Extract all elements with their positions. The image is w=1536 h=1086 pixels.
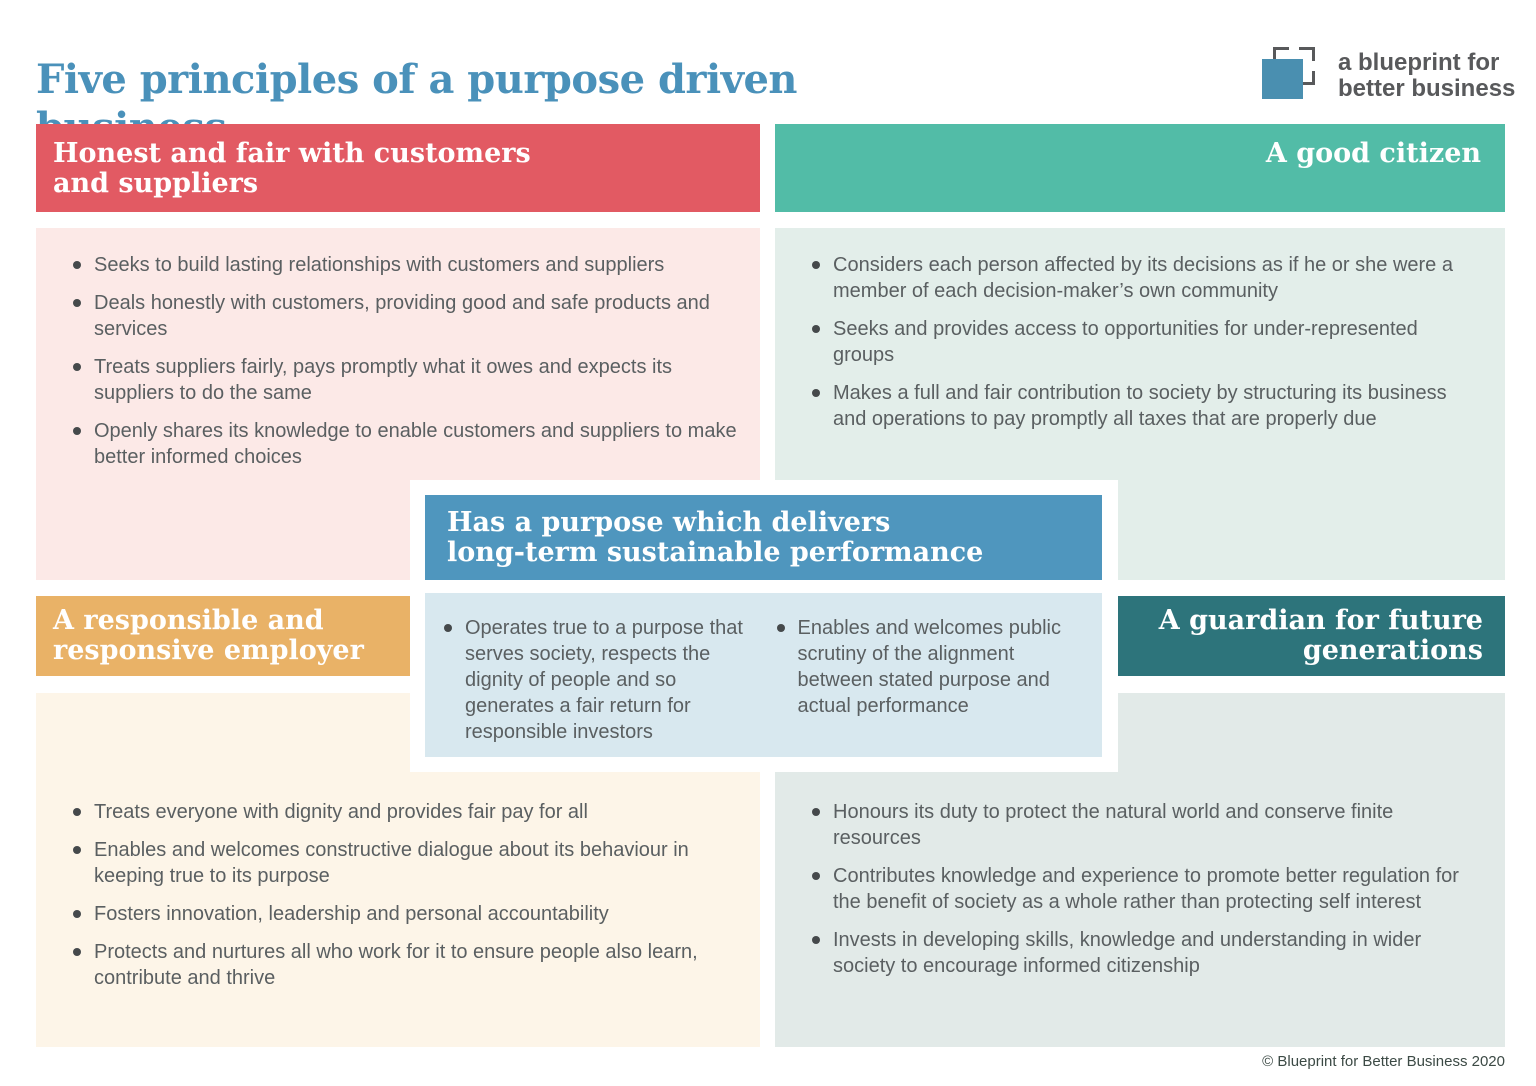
blueprint-logo-icon <box>1262 44 1316 106</box>
list-item: Honours its duty to protect the natural … <box>805 799 1483 851</box>
section-header-employer: A responsible and responsive employer <box>36 596 410 676</box>
bullet-list-guardian: Honours its duty to protect the natural … <box>805 799 1483 979</box>
header-line: long-term sustainable performance <box>447 537 984 568</box>
list-item: Considers each person affected by its de… <box>805 252 1483 304</box>
list-item: Invests in developing skills, knowledge … <box>805 927 1483 979</box>
section-body-customers-suppliers: Seeks to build lasting relationships wit… <box>36 228 760 580</box>
list-item: Protects and nurtures all who work for i… <box>66 939 738 991</box>
header-line: A good citizen <box>1265 138 1481 169</box>
list-item: Openly shares its knowledge to enable cu… <box>66 418 738 470</box>
bullet-list-purpose-left: Operates true to a purpose that serves s… <box>437 615 756 757</box>
list-item: Enables and welcomes public scrutiny of … <box>770 615 1089 719</box>
bracket-corner-icon <box>1273 47 1289 61</box>
list-item: Treats suppliers fairly, pays promptly w… <box>66 354 738 406</box>
header-line: responsive employer <box>53 635 364 666</box>
header-line: A responsible and <box>53 605 324 636</box>
section-header-good-citizen: A good citizen <box>775 124 1505 212</box>
section-header-purpose: Has a purpose which delivers long-term s… <box>425 495 1102 580</box>
bullet-list-good-citizen: Considers each person affected by its de… <box>805 252 1483 432</box>
copyright-note: © Blueprint for Better Business 2020 <box>1262 1053 1505 1070</box>
list-item: Seeks and provides access to opportuniti… <box>805 316 1483 368</box>
bullet-list-customers-suppliers: Seeks to build lasting relationships wit… <box>66 252 738 470</box>
bullet-list-employer: Treats everyone with dignity and provide… <box>66 799 738 991</box>
blueprint-logo: a blueprint for better business <box>1262 44 1522 106</box>
list-item: Treats everyone with dignity and provide… <box>66 799 738 825</box>
header-line: Honest and fair with customers <box>53 138 531 169</box>
bracket-corner-icon <box>1299 71 1315 85</box>
bracket-corner-icon <box>1299 47 1315 61</box>
logo-line-2: better business <box>1338 75 1516 102</box>
list-item: Seeks to build lasting relationships wit… <box>66 252 738 278</box>
list-item: Enables and welcomes constructive dialog… <box>66 837 738 889</box>
logo-blue-square <box>1262 59 1303 99</box>
list-item: Fosters innovation, leadership and perso… <box>66 901 738 927</box>
list-item: Deals honestly with customers, providing… <box>66 290 738 342</box>
header-line: generations <box>1302 635 1483 666</box>
section-header-customers-suppliers: Honest and fair with customers and suppl… <box>36 124 760 212</box>
logo-wordmark: a blueprint for better business <box>1338 44 1515 102</box>
header-line: A guardian for future <box>1158 605 1483 636</box>
header-line: and suppliers <box>53 168 259 199</box>
list-item: Makes a full and fair contribution to so… <box>805 380 1483 432</box>
bullet-list-purpose-right: Enables and welcomes public scrutiny of … <box>770 615 1089 757</box>
section-purpose-container: Has a purpose which delivers long-term s… <box>410 480 1118 772</box>
logo-line-1: a blueprint for <box>1338 49 1500 76</box>
header-line: Has a purpose which delivers <box>447 507 891 538</box>
section-header-guardian: A guardian for future generations <box>1118 596 1505 676</box>
section-body-purpose: Operates true to a purpose that serves s… <box>425 593 1102 757</box>
list-item: Operates true to a purpose that serves s… <box>437 615 756 745</box>
list-item: Contributes knowledge and experience to … <box>805 863 1483 915</box>
